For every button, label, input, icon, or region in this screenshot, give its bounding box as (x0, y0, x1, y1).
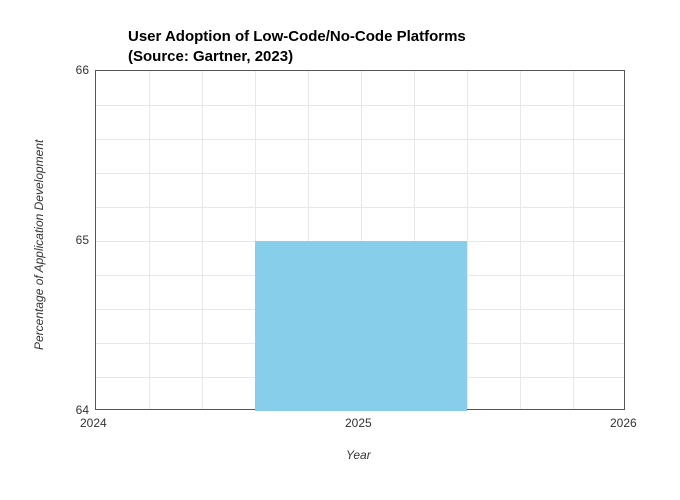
x-tick-label: 2026 (610, 416, 637, 430)
y-tick-label: 66 (76, 63, 89, 77)
bar (255, 241, 467, 411)
y-axis-label: Percentage of Application Development (32, 140, 46, 350)
chart-title-line1: User Adoption of Low-Code/No-Code Platfo… (128, 28, 466, 45)
y-tick-label: 64 (76, 403, 89, 417)
plot-area (95, 70, 625, 410)
gridline-v (573, 71, 574, 409)
gridline-v (520, 71, 521, 409)
gridline-h (96, 207, 624, 208)
chart-container: User Adoption of Low-Code/No-Code Platfo… (0, 0, 680, 500)
gridline-v (467, 71, 468, 409)
gridline-h (96, 139, 624, 140)
chart-title-line2: (Source: Gartner, 2023) (128, 48, 293, 65)
gridline-v (202, 71, 203, 409)
gridline-h (96, 105, 624, 106)
gridline-h (96, 173, 624, 174)
x-tick-label: 2025 (345, 416, 372, 430)
y-tick-label: 65 (76, 233, 89, 247)
x-axis-label: Year (346, 448, 371, 462)
gridline-v (149, 71, 150, 409)
x-tick-label: 2024 (80, 416, 107, 430)
